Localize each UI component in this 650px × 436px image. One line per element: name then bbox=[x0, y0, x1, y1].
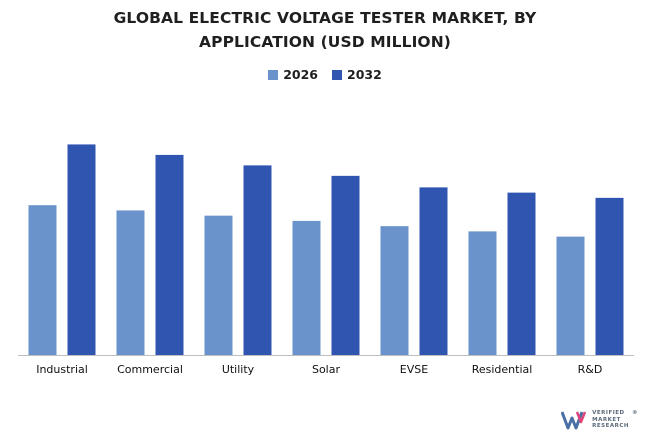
bar-2026-industrial bbox=[28, 205, 57, 355]
bar-2032-residential bbox=[507, 192, 536, 355]
bar-2032-commercial bbox=[155, 154, 184, 355]
legend-item-2026: 2026 bbox=[268, 67, 318, 82]
legend-swatch-2032 bbox=[332, 69, 342, 80]
brand-registered-mark: ® bbox=[632, 410, 638, 416]
bar-2026-commercial bbox=[116, 210, 145, 355]
x-tick-label-utility: Utility bbox=[222, 363, 255, 376]
legend-item-2032: 2032 bbox=[332, 67, 382, 82]
bar-2032-solar bbox=[331, 175, 360, 355]
legend-label-2026: 2026 bbox=[283, 67, 318, 82]
bar-2026-residential bbox=[468, 231, 497, 355]
brand-text: VERIFIED MARKET RESEARCH bbox=[592, 410, 629, 430]
x-tick-label-industrial: Industrial bbox=[36, 363, 88, 376]
chart-title: GLOBAL ELECTRIC VOLTAGE TESTER MARKET, B… bbox=[0, 6, 650, 54]
bar-2032-evse bbox=[419, 187, 448, 355]
legend-swatch-2026 bbox=[268, 69, 279, 80]
bar-2026-evse bbox=[380, 226, 409, 355]
x-tick-label-commercial: Commercial bbox=[117, 363, 183, 376]
bar-2032-industrial bbox=[67, 144, 96, 355]
brand-line-3: RESEARCH bbox=[592, 423, 629, 430]
x-tick-label-solar: Solar bbox=[312, 363, 341, 376]
bar-2032-r-d bbox=[595, 197, 624, 355]
chart-legend: 2026 2032 bbox=[0, 67, 650, 82]
brand-line-1: VERIFIED bbox=[592, 410, 625, 417]
vmr-logo-icon bbox=[561, 411, 587, 430]
brand-line-2: MARKET bbox=[592, 416, 621, 423]
legend-label-2032: 2032 bbox=[347, 67, 382, 82]
x-tick-label-residential: Residential bbox=[472, 363, 533, 376]
chart-title-line-1: GLOBAL ELECTRIC VOLTAGE TESTER MARKET, B… bbox=[113, 9, 537, 27]
bar-2026-utility bbox=[204, 215, 233, 355]
bar-2026-r-d bbox=[556, 236, 585, 355]
bar-2032-utility bbox=[243, 165, 272, 355]
brand-logo: VERIFIED MARKET RESEARCH ® bbox=[561, 410, 638, 430]
x-tick-label-r-d: R&D bbox=[578, 363, 603, 376]
bar-2026-solar bbox=[292, 220, 321, 355]
x-tick-label-evse: EVSE bbox=[400, 363, 428, 376]
chart-title-line-2: APPLICATION (USD MILLION) bbox=[199, 33, 451, 51]
